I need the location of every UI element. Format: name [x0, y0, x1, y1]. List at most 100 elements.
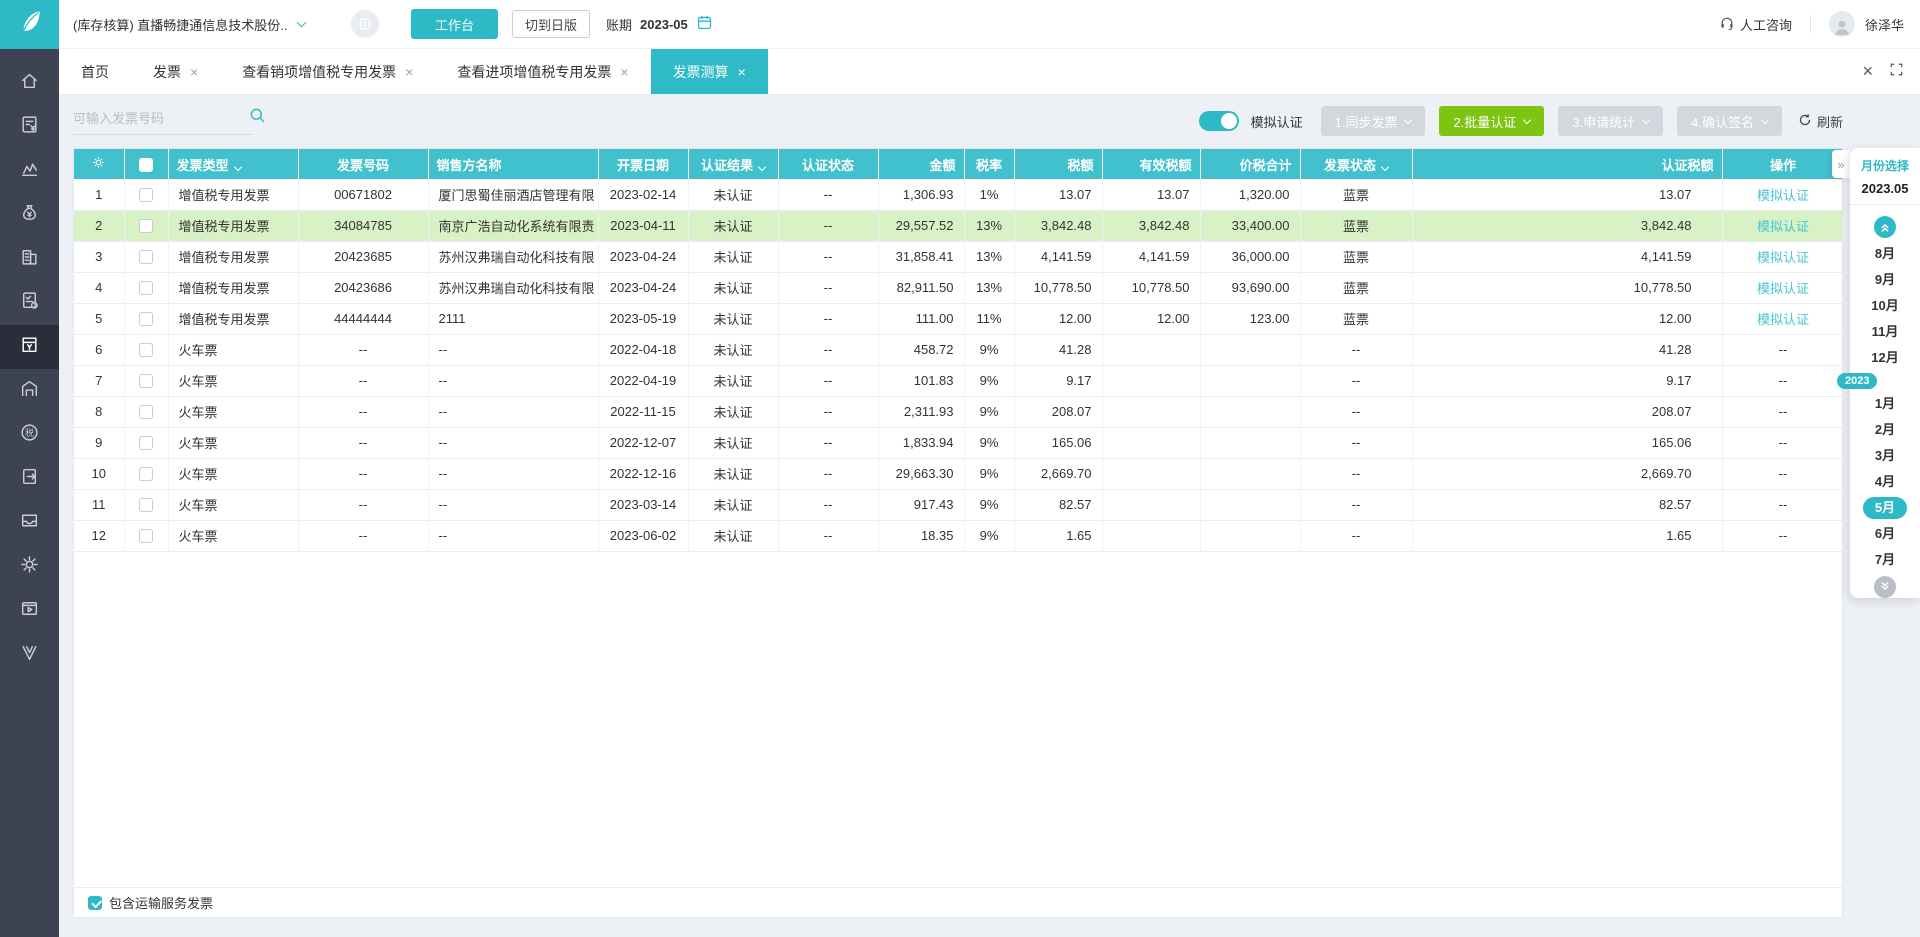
- cell-amount: 29,557.52: [878, 210, 965, 242]
- cell-valid_tax: [1102, 365, 1201, 397]
- row-checkbox[interactable]: [139, 281, 153, 296]
- cell-index: 11: [74, 489, 125, 521]
- simulate-certify-link[interactable]: 模拟认证: [1756, 250, 1809, 265]
- table-row: 12 火车票 -- -- 2023-06-02 未认证 -- 18.35 9% 1.65 -- 1.6…: [74, 520, 1842, 552]
- month-item-2月[interactable]: 2月: [1874, 422, 1896, 437]
- month-item-7月[interactable]: 7月: [1874, 552, 1896, 567]
- month-item-3月[interactable]: 3月: [1874, 448, 1896, 463]
- tab-3[interactable]: 查看销项增值税专用发票 ×: [220, 49, 435, 94]
- support-link[interactable]: 人工咨询: [1719, 15, 1792, 34]
- sidebar-item-warehouse[interactable]: [0, 369, 59, 413]
- fullscreen-icon[interactable]: [1889, 62, 1904, 82]
- row-checkbox[interactable]: [139, 250, 153, 265]
- row-checkbox[interactable]: [139, 498, 153, 513]
- sidebar-item-video[interactable]: [0, 589, 59, 633]
- sidebar-item-voucher[interactable]: [0, 105, 59, 149]
- transport-invoice-checkbox[interactable]: [88, 895, 102, 910]
- month-item-1月[interactable]: 1月: [1874, 396, 1896, 411]
- month-item-9月[interactable]: 9月: [1874, 272, 1896, 287]
- month-item-12月[interactable]: 12月: [1871, 350, 1899, 365]
- col-header-result[interactable]: 认证结果: [688, 149, 779, 179]
- table-settings-gear-icon[interactable]: [91, 157, 106, 173]
- sidebar-item-document-transfer[interactable]: [0, 457, 59, 501]
- month-item-11月[interactable]: 11月: [1871, 324, 1899, 339]
- tab-close-icon[interactable]: ×: [737, 63, 746, 80]
- row-checkbox[interactable]: [139, 312, 153, 327]
- simulate-certify-link[interactable]: 模拟认证: [1756, 219, 1809, 234]
- search-input[interactable]: [73, 110, 249, 126]
- tab-close-icon[interactable]: ×: [405, 63, 414, 80]
- cell-action: 模拟认证: [1722, 179, 1842, 211]
- chevron-down-icon[interactable]: [296, 17, 307, 27]
- tab-4[interactable]: 查看进项增值税专用发票 ×: [435, 49, 650, 94]
- switch-version-button[interactable]: 切到日版: [512, 10, 591, 38]
- action-button-2[interactable]: 2.批量认证: [1439, 106, 1545, 136]
- close-all-tabs-icon[interactable]: ×: [1862, 61, 1873, 81]
- sidebar-item-company[interactable]: [0, 237, 59, 281]
- username[interactable]: 徐泽华: [1864, 17, 1904, 33]
- sidebar-item-analytics[interactable]: [0, 149, 59, 193]
- col-header-inv_status[interactable]: 发票状态: [1300, 149, 1413, 179]
- tab-close-icon[interactable]: ×: [190, 63, 199, 80]
- account-selector[interactable]: (库存核算) 直播畅捷通信息技术股份...: [73, 17, 288, 33]
- month-item-8月[interactable]: 8月: [1874, 246, 1896, 261]
- row-checkbox[interactable]: [139, 219, 153, 234]
- period-value: 2023-05: [640, 16, 688, 32]
- row-checkbox[interactable]: [139, 343, 153, 358]
- tab-1[interactable]: 首页: [59, 49, 131, 94]
- row-checkbox[interactable]: [139, 374, 153, 389]
- month-item-4月[interactable]: 4月: [1874, 474, 1896, 489]
- sidebar-item-tax[interactable]: 税: [0, 413, 59, 457]
- refresh-button[interactable]: 刷新: [1798, 112, 1843, 131]
- accounting-period[interactable]: 账期 2023-05: [606, 14, 713, 34]
- row-checkbox[interactable]: [139, 405, 153, 420]
- cell-action: --: [1722, 396, 1842, 428]
- table-row: 1 增值税专用发票 00671802 厦门思蜀佳丽酒店管理有限 2023-02-14 未认…: [74, 179, 1842, 211]
- search-icon[interactable]: [249, 107, 266, 129]
- cell-valid_tax: [1102, 520, 1201, 552]
- support-label: 人工咨询: [1739, 17, 1792, 33]
- cell-rate: 13%: [964, 210, 1015, 242]
- expand-panel-button[interactable]: »: [1832, 150, 1850, 178]
- select-all-checkbox[interactable]: [139, 157, 153, 172]
- calendar-icon[interactable]: [696, 14, 713, 34]
- simulate-certify-toggle[interactable]: [1198, 111, 1239, 131]
- cell-action: 模拟认证: [1722, 241, 1842, 273]
- avatar[interactable]: [1828, 11, 1855, 37]
- col-header-index[interactable]: [74, 149, 125, 179]
- col-header-check[interactable]: [124, 149, 169, 179]
- month-item-5月[interactable]: 5月: [1863, 497, 1907, 519]
- simulate-certify-link[interactable]: 模拟认证: [1756, 281, 1809, 296]
- tab-5[interactable]: 发票测算 ×: [650, 49, 768, 94]
- cell-status: --: [778, 458, 879, 490]
- action-button-4[interactable]: 4.确认签名: [1677, 106, 1782, 136]
- simulate-certify-link[interactable]: 模拟认证: [1756, 312, 1809, 327]
- scroll-up-icon[interactable]: [1874, 216, 1896, 238]
- col-header-type[interactable]: 发票类型: [168, 149, 299, 179]
- month-item-6月[interactable]: 6月: [1874, 526, 1896, 541]
- cell-tax: 12.00: [1014, 303, 1103, 335]
- month-item-10月[interactable]: 10月: [1871, 298, 1899, 313]
- sidebar-item-home[interactable]: [0, 61, 59, 105]
- workbench-button[interactable]: 工作台: [411, 9, 499, 39]
- sidebar-item-inbox[interactable]: [0, 501, 59, 545]
- sidebar-item-settings[interactable]: [0, 545, 59, 589]
- action-button-1[interactable]: 1.同步发票: [1320, 106, 1426, 136]
- row-checkbox[interactable]: [139, 436, 153, 451]
- column-label: 有效税额: [1139, 157, 1192, 173]
- row-checkbox[interactable]: [139, 529, 153, 544]
- tab-close-icon[interactable]: ×: [620, 63, 629, 80]
- sidebar-item-money-bag[interactable]: [0, 193, 59, 237]
- sidebar-item-v-logo[interactable]: [0, 633, 59, 677]
- tab-label: 首页: [81, 63, 109, 80]
- row-checkbox[interactable]: [139, 467, 153, 482]
- memo-icon[interactable]: [351, 10, 379, 38]
- simulate-certify-link[interactable]: 模拟认证: [1756, 187, 1809, 203]
- scroll-down-icon[interactable]: [1874, 576, 1896, 598]
- settings-icon: [19, 554, 40, 580]
- action-button-3[interactable]: 3.申请统计: [1558, 106, 1664, 136]
- sidebar-item-invoice-print[interactable]: [0, 325, 59, 369]
- tab-2[interactable]: 发票 ×: [131, 49, 220, 94]
- sidebar-item-report[interactable]: [0, 281, 59, 325]
- row-checkbox[interactable]: [139, 188, 153, 203]
